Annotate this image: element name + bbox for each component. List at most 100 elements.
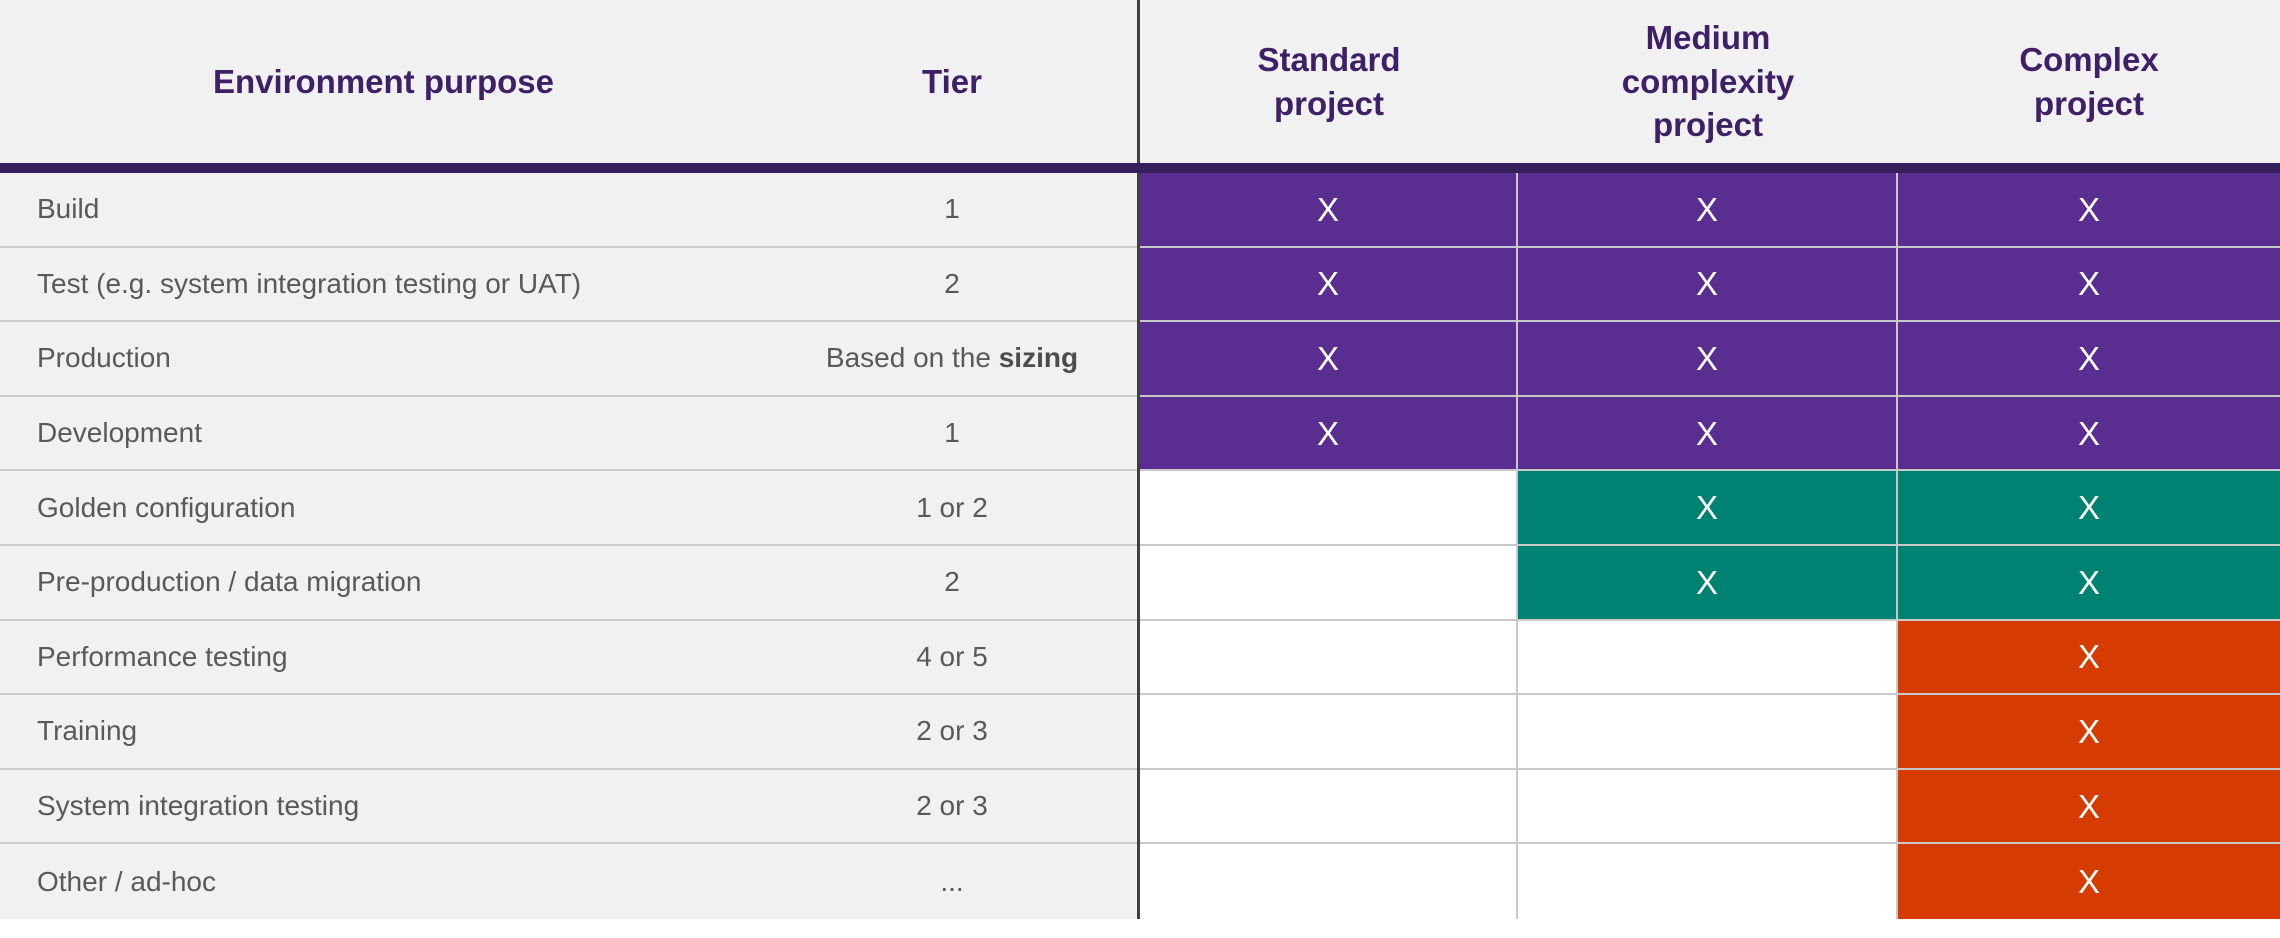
- purpose-cell: System integration testing: [0, 769, 767, 845]
- matrix-cell: [1140, 471, 1518, 546]
- tier-cell: 2 or 3: [767, 769, 1137, 845]
- matrix-cell: X: [1518, 396, 1898, 472]
- x-mark: X: [1316, 414, 1339, 452]
- tier-table: Environment purpose Tier Standard projec…: [0, 0, 2280, 919]
- matrix-cell: [1140, 695, 1518, 770]
- purpose-cell: Production: [0, 322, 767, 397]
- matrix-cell: X: [1898, 396, 2280, 472]
- tier-value: 1: [944, 193, 960, 225]
- column-divider-segment: [1137, 545, 1140, 621]
- x-mark: X: [2077, 712, 2100, 750]
- column-divider-segment: [1137, 322, 1140, 397]
- tier-cell: 4 or 5: [767, 620, 1137, 696]
- matrix-cell: [1140, 545, 1518, 621]
- tier-value: 2 or 3: [916, 790, 988, 822]
- column-divider-segment: [1137, 471, 1140, 546]
- column-divider-segment: [1137, 247, 1140, 323]
- x-mark: X: [2077, 787, 2100, 825]
- tier-value: 2 or 3: [916, 715, 988, 747]
- matrix-cell: X: [1898, 322, 2280, 397]
- matrix-cell: [1518, 769, 1898, 845]
- purpose-label: System integration testing: [37, 790, 360, 822]
- matrix-cell: [1518, 844, 1898, 919]
- header-environment-purpose: Environment purpose: [0, 0, 767, 163]
- x-mark: X: [1316, 265, 1339, 303]
- purpose-label: Development: [37, 417, 202, 449]
- header-environment-purpose-label: Environment purpose: [212, 62, 555, 100]
- matrix-cell: X: [1518, 471, 1898, 546]
- purpose-label: Other / ad-hoc: [37, 865, 216, 897]
- x-mark: X: [1695, 265, 1718, 303]
- column-divider-segment: [1137, 844, 1140, 919]
- purpose-cell: Other / ad-hoc: [0, 844, 767, 919]
- header-tier-label: Tier: [922, 62, 982, 100]
- matrix-cell: X: [1898, 620, 2280, 696]
- purpose-label: Performance testing: [37, 640, 288, 672]
- tier-value: 4 or 5: [916, 640, 988, 672]
- header-complex-project-label: Complex project: [2019, 40, 2159, 122]
- tier-cell: 1: [767, 396, 1137, 472]
- tier-value: 2: [944, 267, 960, 299]
- tier-value: 2: [944, 566, 960, 598]
- matrix-cell: [1518, 695, 1898, 770]
- x-mark: X: [2077, 489, 2100, 527]
- tier-cell: 2 or 3: [767, 695, 1137, 770]
- x-mark: X: [1695, 563, 1718, 601]
- matrix-cell: [1140, 844, 1518, 919]
- header-tier: Tier: [767, 0, 1137, 163]
- x-mark: X: [2077, 563, 2100, 601]
- tier-value: 1: [944, 417, 960, 449]
- matrix-cell: X: [1140, 396, 1518, 472]
- purpose-label: Golden configuration: [37, 491, 296, 523]
- matrix-cell: X: [1898, 471, 2280, 546]
- matrix-cell: X: [1518, 247, 1898, 323]
- header-standard-project: Standard project: [1140, 0, 1518, 163]
- purpose-cell: Development: [0, 396, 767, 472]
- matrix-cell: X: [1518, 173, 1898, 248]
- matrix-cell: X: [1140, 322, 1518, 397]
- matrix-cell: X: [1898, 844, 2280, 919]
- x-mark: X: [2077, 190, 2100, 228]
- column-divider: [1137, 0, 1140, 163]
- tier-value: Based on the sizing: [825, 342, 1079, 374]
- x-mark: X: [1695, 414, 1718, 452]
- matrix-cell: X: [1898, 545, 2280, 621]
- matrix-cell: [1140, 769, 1518, 845]
- tier-cell: Based on the sizing: [767, 322, 1137, 397]
- tier-cell: 1 or 2: [767, 471, 1137, 546]
- header-medium-complexity-project: Medium complexity project: [1518, 0, 1898, 163]
- matrix-cell: X: [1898, 173, 2280, 248]
- purpose-label: Pre-production / data migration: [37, 566, 422, 598]
- header-complex-project: Complex project: [1898, 0, 2280, 163]
- purpose-label: Test (e.g. system integration testing or…: [37, 267, 582, 299]
- tier-value: ...: [940, 865, 964, 897]
- purpose-cell: Golden configuration: [0, 471, 767, 546]
- x-mark: X: [2077, 863, 2100, 901]
- matrix-cell: X: [1140, 173, 1518, 248]
- header-medium-complexity-project-label: Medium complexity project: [1621, 19, 1795, 144]
- x-mark: X: [1695, 489, 1718, 527]
- x-mark: X: [2077, 265, 2100, 303]
- header-standard-project-label: Standard project: [1257, 40, 1401, 122]
- header-underline: [0, 163, 2280, 173]
- x-mark: X: [2077, 638, 2100, 676]
- x-mark: X: [1695, 190, 1718, 228]
- matrix-cell: [1140, 620, 1518, 696]
- column-divider-segment: [1137, 620, 1140, 696]
- x-mark: X: [1695, 339, 1718, 377]
- purpose-label: Training: [37, 715, 138, 747]
- matrix-cell: X: [1518, 322, 1898, 397]
- purpose-cell: Test (e.g. system integration testing or…: [0, 247, 767, 323]
- purpose-label: Production: [37, 342, 171, 374]
- matrix-cell: X: [1898, 769, 2280, 845]
- column-divider-segment: [1137, 396, 1140, 472]
- purpose-label: Build: [37, 193, 100, 225]
- matrix-cell: X: [1898, 247, 2280, 323]
- purpose-cell: Pre-production / data migration: [0, 545, 767, 621]
- matrix-cell: X: [1898, 695, 2280, 770]
- tier-cell: 2: [767, 247, 1137, 323]
- matrix-cell: [1518, 620, 1898, 696]
- matrix-cell: X: [1140, 247, 1518, 323]
- tier-cell: ...: [767, 844, 1137, 919]
